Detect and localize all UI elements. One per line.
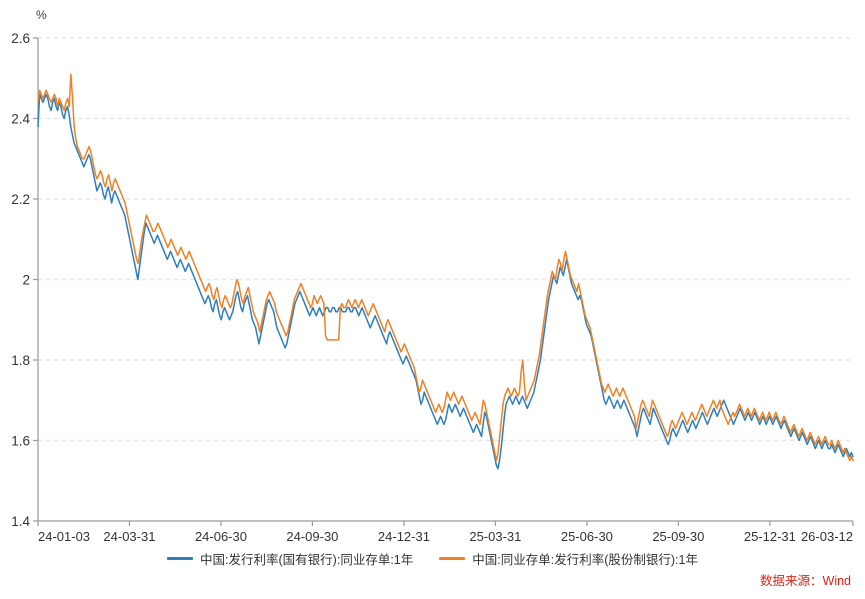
- y-tick-label: 2: [22, 273, 30, 288]
- series-line-1: [37, 73, 854, 462]
- y-tick-label: 1.8: [11, 353, 30, 368]
- x-tick-label: 24-09-30: [286, 529, 338, 544]
- chart-legend: 中国:发行利率(国有银行):同业存单:1年 中国:同业存单:发行利率(股份制银行…: [0, 549, 865, 568]
- legend-label-state-owned-bank: 中国:发行利率(国有银行):同业存单:1年: [200, 553, 414, 567]
- y-tick-label: 2.4: [11, 112, 30, 127]
- x-tick-label: 26-03-12: [801, 529, 853, 544]
- x-tick-label: 24-03-31: [103, 529, 155, 544]
- y-tick-label: 1.4: [11, 514, 30, 529]
- x-tick-label: 25-09-30: [652, 529, 704, 544]
- legend-item-state-owned-bank[interactable]: 中国:发行利率(国有银行):同业存单:1年: [167, 549, 413, 568]
- legend-item-joint-stock-bank[interactable]: 中国:同业存单:发行利率(股份制银行):1年: [439, 549, 698, 568]
- y-tick-label: 2.2: [11, 192, 30, 207]
- y-axis-ticks-group: 1.4 1.6 1.8 2 2.2 2.4 2.6: [11, 31, 38, 529]
- data-source-note: 数据来源：Wind: [760, 574, 851, 588]
- legend-swatch-orange: [439, 557, 466, 560]
- y-tick-label: 1.6: [11, 434, 30, 449]
- x-tick-label: 25-06-30: [561, 529, 613, 544]
- legend-swatch-blue: [167, 557, 194, 560]
- legend-label-joint-stock-bank: 中国:同业存单:发行利率(股份制银行):1年: [472, 553, 698, 567]
- series-line-0: [37, 93, 854, 470]
- gridlines-group: [38, 37, 853, 442]
- x-tick-label: 24-01-03: [38, 529, 90, 544]
- x-axis-ticks-group: 24-01-03 24-03-31 24-06-30 24-09-30 24-12-31…: [37, 521, 854, 544]
- y-tick-label: 2.6: [11, 31, 30, 46]
- x-tick-label: 24-06-30: [195, 529, 247, 544]
- series-lines-group: [37, 73, 854, 470]
- x-tick-label: 25-03-31: [469, 529, 521, 544]
- x-tick-label: 24-12-31: [378, 529, 430, 544]
- y-axis-unit-label: %: [36, 8, 47, 22]
- x-tick-label: 25-12-31: [744, 529, 796, 544]
